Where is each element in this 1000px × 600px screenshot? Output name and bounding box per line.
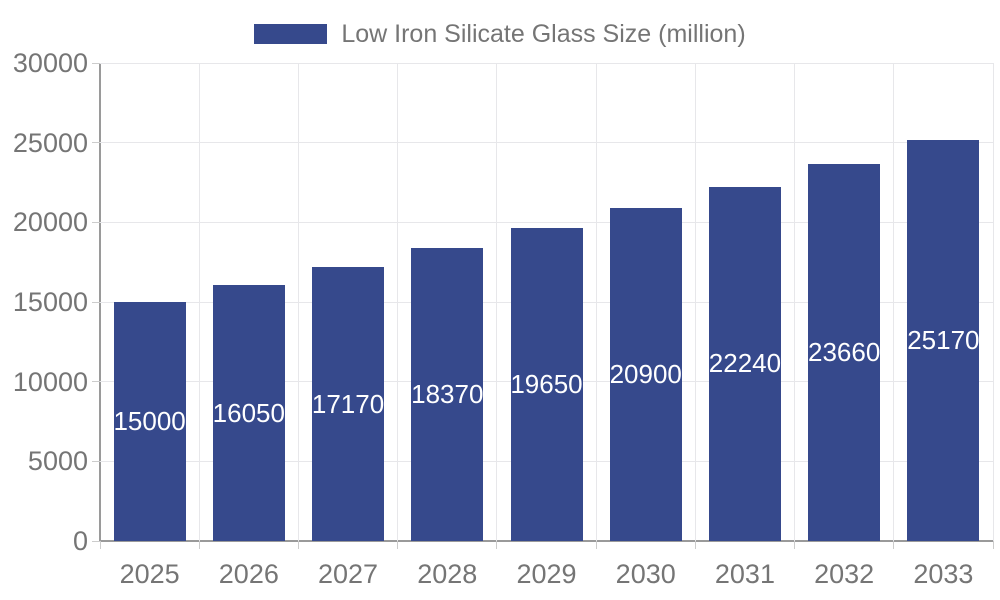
y-axis-tick-label: 30000 <box>12 48 88 78</box>
bar-2027: 17170 <box>312 267 384 541</box>
x-axis-tick-label: 2026 <box>218 559 279 589</box>
bar-2032: 23660 <box>808 164 880 541</box>
x-axis-tick-label: 2025 <box>119 559 180 589</box>
x-axis-line <box>99 540 993 542</box>
gridline-vertical <box>694 63 696 541</box>
y-axis-tick <box>92 62 100 64</box>
plot-area: 15000 16050 17170 18370 19650 20900 22240 23660… <box>92 62 994 549</box>
x-axis-tick <box>992 541 994 549</box>
x-axis-tick-label: 2031 <box>714 559 775 589</box>
bar-2026: 16050 <box>213 285 285 541</box>
bar-2025: 15000 <box>113 302 186 541</box>
bar-value-label: 25170 <box>907 324 980 355</box>
legend: Low Iron Silicate Glass Size (million) <box>0 17 1000 51</box>
x-axis-tick-label: 2033 <box>913 559 974 589</box>
bar-2028: 18370 <box>411 248 483 541</box>
y-axis-tick <box>92 381 100 383</box>
y-axis-tick-label: 5000 <box>27 446 88 477</box>
bar-2033: 25170 <box>907 139 980 541</box>
y-axis-tick-label: 10000 <box>12 366 88 397</box>
y-axis-labels: 0 5000 10000 15000 20000 25000 30000 <box>0 0 88 600</box>
y-axis-tick <box>92 301 100 303</box>
x-axis-tick-label: 2029 <box>516 559 577 589</box>
gridline-vertical <box>198 63 200 541</box>
gridline-vertical <box>595 63 597 541</box>
bar-2030: 20900 <box>610 208 682 541</box>
bar-2029: 19650 <box>510 227 583 541</box>
bar-value-label: 23660 <box>808 337 881 368</box>
bar-value-label: 15000 <box>113 406 186 436</box>
bar-value-label: 22240 <box>708 348 782 379</box>
x-axis-tick <box>99 541 101 549</box>
gridline-horizontal <box>100 142 993 144</box>
x-axis-tick <box>397 541 399 549</box>
x-axis-tick <box>297 541 299 549</box>
x-axis-tick <box>694 541 696 549</box>
bar-value-label: 20900 <box>609 359 682 389</box>
x-axis-tick <box>794 541 796 549</box>
legend-item[interactable]: Low Iron Silicate Glass Size (million) <box>254 19 746 49</box>
gridline-vertical <box>794 63 796 541</box>
gridline-vertical <box>496 63 498 541</box>
x-axis-tick <box>893 541 895 549</box>
bar-value-label: 18370 <box>411 379 484 410</box>
x-axis-tick-label: 2030 <box>615 559 676 589</box>
y-axis-tick-label: 0 <box>72 526 88 556</box>
legend-color-swatch-icon <box>254 24 328 44</box>
legend-label: Low Iron Silicate Glass Size (million) <box>341 19 746 48</box>
gridline-horizontal <box>100 221 993 223</box>
x-axis-tick <box>595 541 597 549</box>
y-axis-tick-label: 20000 <box>12 207 88 238</box>
bar-value-label: 17170 <box>311 388 385 419</box>
gridline-vertical <box>893 63 895 541</box>
y-axis-tick <box>92 540 100 542</box>
gridline-vertical <box>992 63 994 541</box>
y-axis-tick <box>92 142 100 144</box>
gridline-vertical <box>297 63 299 541</box>
bar-value-label: 16050 <box>212 397 285 428</box>
gridline-vertical <box>397 63 399 541</box>
y-axis-tick <box>92 460 100 462</box>
x-axis-tick-label: 2028 <box>417 559 478 589</box>
x-axis-tick <box>496 541 498 549</box>
x-axis-tick-label: 2027 <box>318 559 379 589</box>
x-axis-tick <box>198 541 200 549</box>
y-axis-tick <box>92 221 100 223</box>
y-axis-tick-label: 15000 <box>12 287 88 317</box>
gridline-horizontal <box>100 62 993 64</box>
x-axis-tick-label: 2032 <box>814 559 875 589</box>
bar-value-label: 19650 <box>510 368 583 399</box>
y-axis-tick-label: 25000 <box>12 127 88 158</box>
bar-2031: 22240 <box>708 186 782 541</box>
